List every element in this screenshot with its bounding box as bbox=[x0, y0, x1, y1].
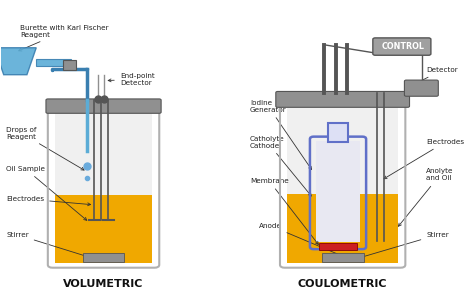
Text: Membrane: Membrane bbox=[250, 178, 319, 244]
Text: Detector: Detector bbox=[410, 67, 458, 86]
Text: CONTROL: CONTROL bbox=[382, 42, 425, 51]
Bar bbox=[322, 253, 364, 262]
FancyBboxPatch shape bbox=[373, 38, 431, 55]
Text: Drops of
Reagent: Drops of Reagent bbox=[6, 127, 84, 170]
Bar bbox=[319, 243, 357, 250]
FancyBboxPatch shape bbox=[404, 80, 438, 96]
Text: Anode: Anode bbox=[259, 223, 344, 257]
Bar bbox=[55, 111, 152, 195]
Bar bbox=[317, 140, 360, 242]
Text: Electrodes: Electrodes bbox=[6, 196, 91, 206]
Text: Oil Sample: Oil Sample bbox=[6, 166, 87, 220]
Text: End-point
Detector: End-point Detector bbox=[108, 73, 155, 86]
Text: Electrodes: Electrodes bbox=[384, 139, 465, 179]
Bar bbox=[63, 60, 76, 70]
FancyBboxPatch shape bbox=[276, 92, 410, 107]
Bar bbox=[287, 104, 398, 194]
Text: Burette with Karl Fischer
Reagent: Burette with Karl Fischer Reagent bbox=[19, 25, 109, 51]
Text: VOLUMETRIC: VOLUMETRIC bbox=[64, 279, 144, 289]
Text: Iodine
Generator: Iodine Generator bbox=[250, 100, 311, 169]
Text: Stirrer: Stirrer bbox=[358, 232, 449, 259]
Bar bbox=[82, 253, 125, 262]
Bar bbox=[328, 123, 348, 142]
Bar bbox=[55, 193, 152, 263]
Text: Catholyte
Cathode: Catholyte Cathode bbox=[250, 136, 311, 196]
Bar bbox=[287, 192, 398, 263]
Text: Stirrer: Stirrer bbox=[6, 232, 91, 258]
Text: COULOMETRIC: COULOMETRIC bbox=[298, 279, 387, 289]
Bar bbox=[36, 59, 71, 66]
Text: Anolyte
and Oil: Anolyte and Oil bbox=[399, 169, 454, 226]
FancyBboxPatch shape bbox=[46, 99, 161, 113]
Polygon shape bbox=[0, 48, 36, 75]
